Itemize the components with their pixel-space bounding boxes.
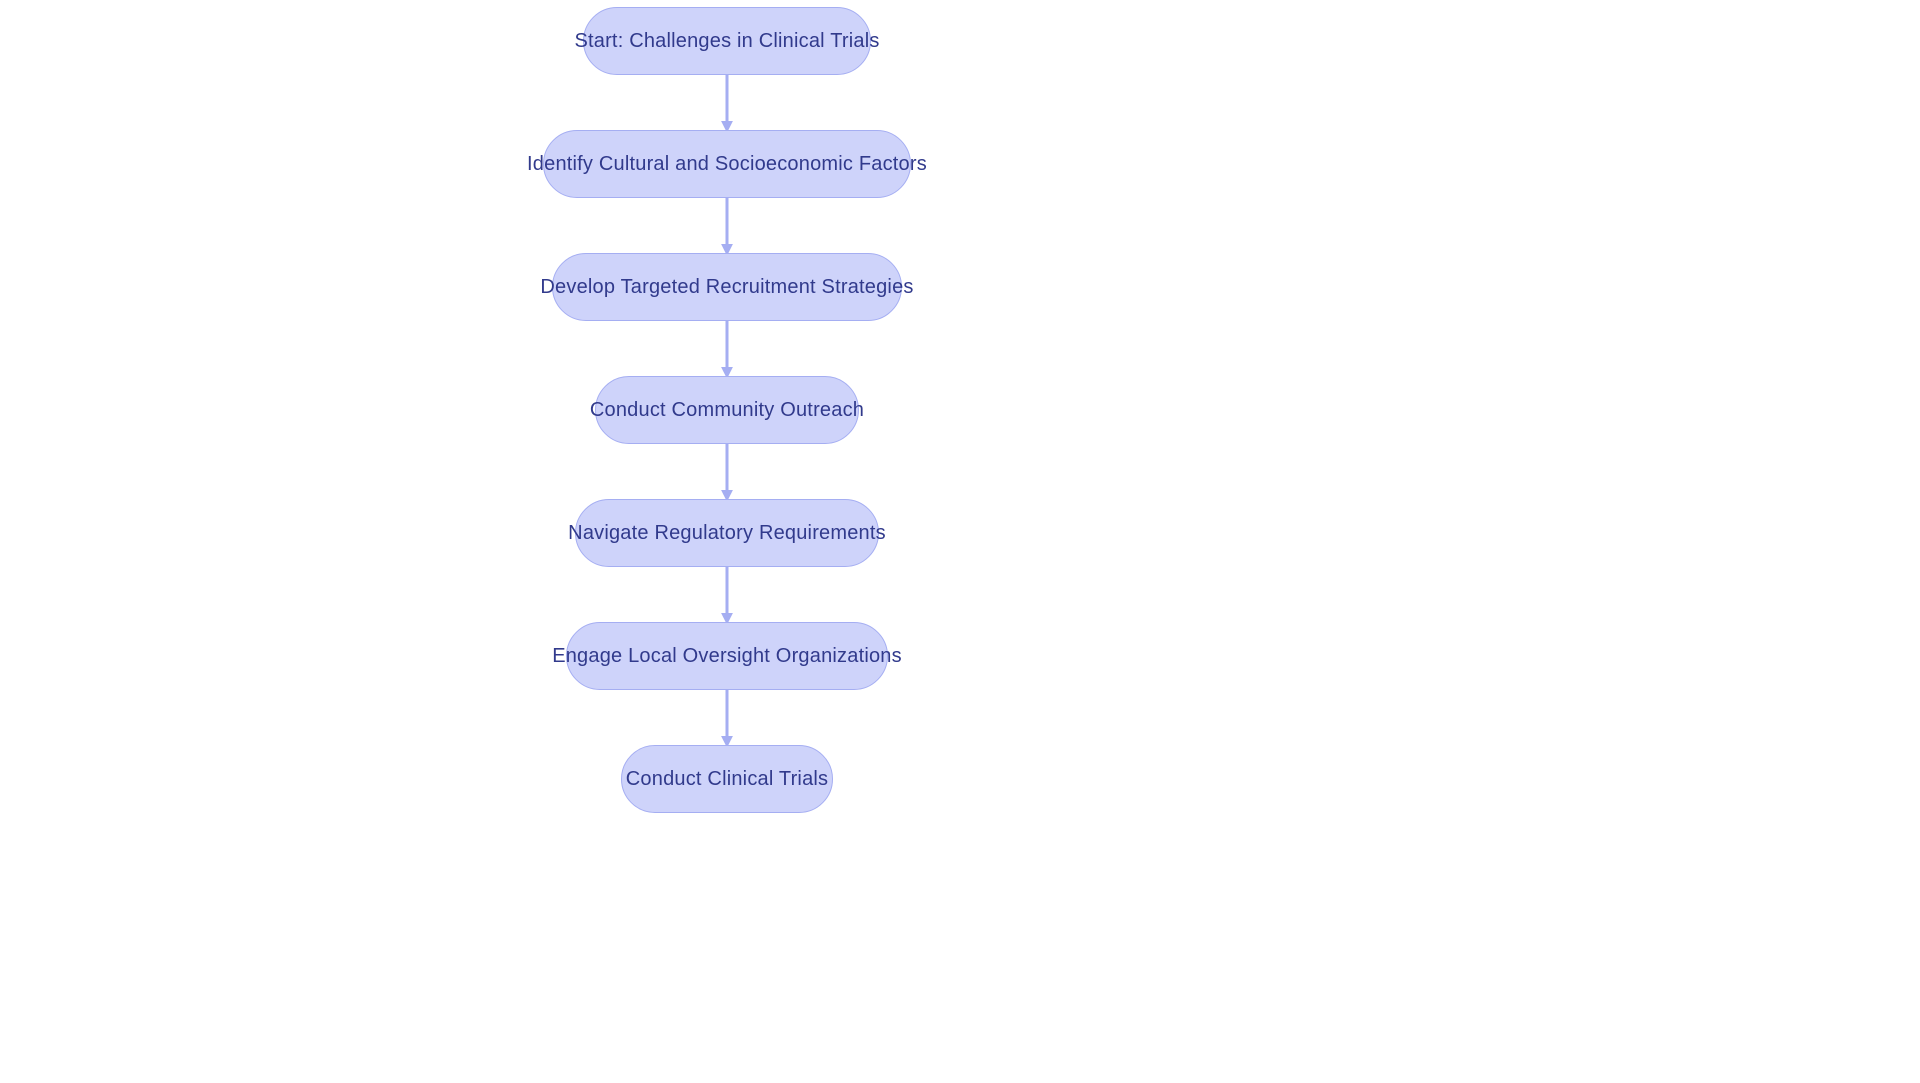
- flowchart-node: Conduct Clinical Trials: [621, 745, 833, 813]
- flowchart-node-label: Start: Challenges in Clinical Trials: [574, 28, 879, 54]
- flowchart-node: Start: Challenges in Clinical Trials: [583, 7, 871, 75]
- flowchart-node: Conduct Community Outreach: [595, 376, 859, 444]
- flowchart-node: Engage Local Oversight Organizations: [566, 622, 888, 690]
- flowchart-canvas: Start: Challenges in Clinical Trials Iden…: [0, 0, 1920, 1083]
- flowchart-node-label: Conduct Community Outreach: [590, 397, 864, 423]
- flowchart-edges: [0, 0, 1920, 1083]
- flowchart-node: Develop Targeted Recruitment Strategies: [552, 253, 902, 321]
- flowchart-node-label: Conduct Clinical Trials: [626, 766, 828, 792]
- flowchart-node-label: Engage Local Oversight Organizations: [552, 643, 902, 669]
- flowchart-node-label: Navigate Regulatory Requirements: [568, 520, 886, 546]
- flowchart-node: Navigate Regulatory Requirements: [575, 499, 879, 567]
- flowchart-node-label: Develop Targeted Recruitment Strategies: [540, 274, 913, 300]
- flowchart-node: Identify Cultural and Socioeconomic Fact…: [543, 130, 911, 198]
- flowchart-node-label: Identify Cultural and Socioeconomic Fact…: [527, 151, 927, 177]
